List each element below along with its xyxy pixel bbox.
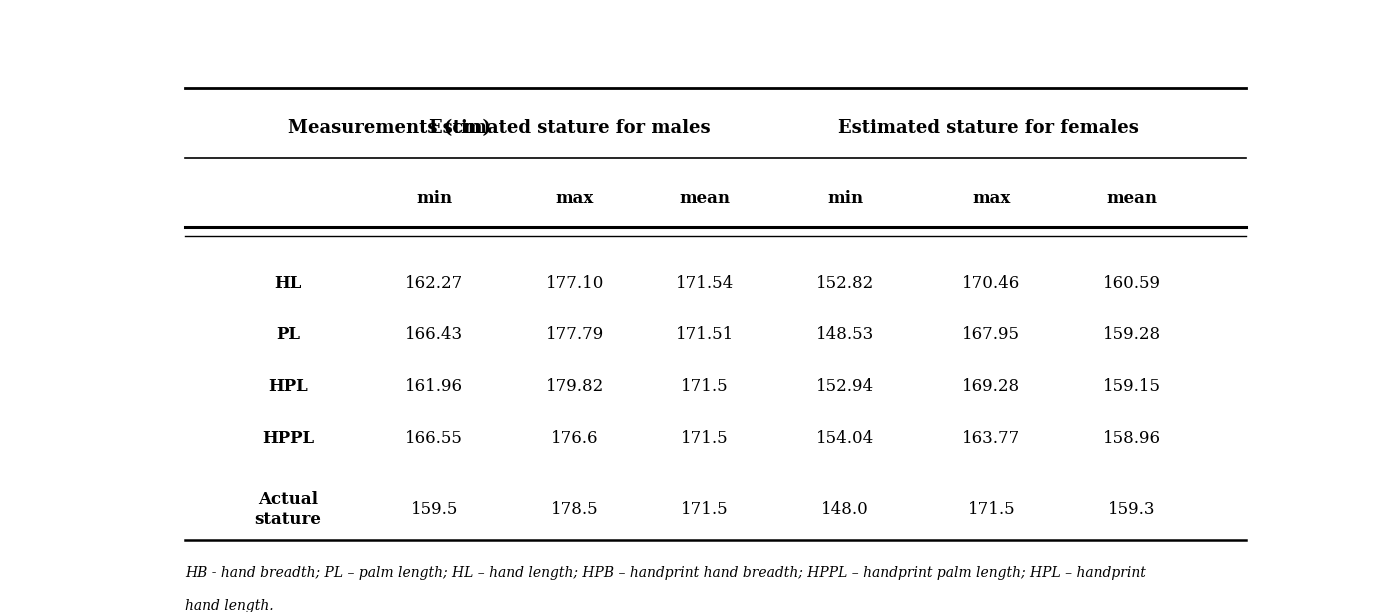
Text: 159.5: 159.5 xyxy=(410,501,458,518)
Text: min: min xyxy=(828,190,863,207)
Text: 176.6: 176.6 xyxy=(551,430,599,447)
Text: 171.5: 171.5 xyxy=(681,378,729,395)
Text: 152.94: 152.94 xyxy=(817,378,874,395)
Text: 159.28: 159.28 xyxy=(1103,326,1161,343)
Text: hand length.: hand length. xyxy=(186,599,274,612)
Text: 160.59: 160.59 xyxy=(1103,275,1161,292)
Text: 171.5: 171.5 xyxy=(681,501,729,518)
Text: Measurements (cm): Measurements (cm) xyxy=(288,119,491,136)
Text: 159.3: 159.3 xyxy=(1108,501,1156,518)
Text: 170.46: 170.46 xyxy=(962,275,1020,292)
Text: max: max xyxy=(556,190,593,207)
Text: 161.96: 161.96 xyxy=(405,378,463,395)
Text: PL: PL xyxy=(276,326,300,343)
Text: 171.54: 171.54 xyxy=(676,275,734,292)
Text: 159.15: 159.15 xyxy=(1103,378,1161,395)
Text: 166.55: 166.55 xyxy=(405,430,463,447)
Text: 152.82: 152.82 xyxy=(817,275,874,292)
Text: 167.95: 167.95 xyxy=(962,326,1020,343)
Text: max: max xyxy=(972,190,1011,207)
Text: mean: mean xyxy=(678,190,730,207)
Text: 166.43: 166.43 xyxy=(405,326,463,343)
Text: 169.28: 169.28 xyxy=(962,378,1020,395)
Text: mean: mean xyxy=(1107,190,1157,207)
Text: 177.79: 177.79 xyxy=(546,326,604,343)
Text: Estimated stature for females: Estimated stature for females xyxy=(838,119,1139,136)
Text: 179.82: 179.82 xyxy=(546,378,604,395)
Text: 154.04: 154.04 xyxy=(817,430,874,447)
Text: 171.51: 171.51 xyxy=(676,326,734,343)
Text: Actual
stature: Actual stature xyxy=(254,491,321,528)
Text: 148.53: 148.53 xyxy=(817,326,874,343)
Text: 178.5: 178.5 xyxy=(551,501,599,518)
Text: HPL: HPL xyxy=(268,378,309,395)
Text: Estimated stature for males: Estimated stature for males xyxy=(429,119,711,136)
Text: 171.5: 171.5 xyxy=(681,430,729,447)
Text: 163.77: 163.77 xyxy=(962,430,1020,447)
Text: HPPL: HPPL xyxy=(262,430,314,447)
Text: 171.5: 171.5 xyxy=(967,501,1015,518)
Text: HL: HL xyxy=(275,275,302,292)
Text: 158.96: 158.96 xyxy=(1103,430,1161,447)
Text: min: min xyxy=(416,190,452,207)
Text: 162.27: 162.27 xyxy=(405,275,463,292)
Text: HB - hand breadth; PL – palm length; HL – hand length; HPB – handprint hand brea: HB - hand breadth; PL – palm length; HL … xyxy=(186,566,1146,580)
Text: 148.0: 148.0 xyxy=(821,501,870,518)
Text: 177.10: 177.10 xyxy=(546,275,604,292)
